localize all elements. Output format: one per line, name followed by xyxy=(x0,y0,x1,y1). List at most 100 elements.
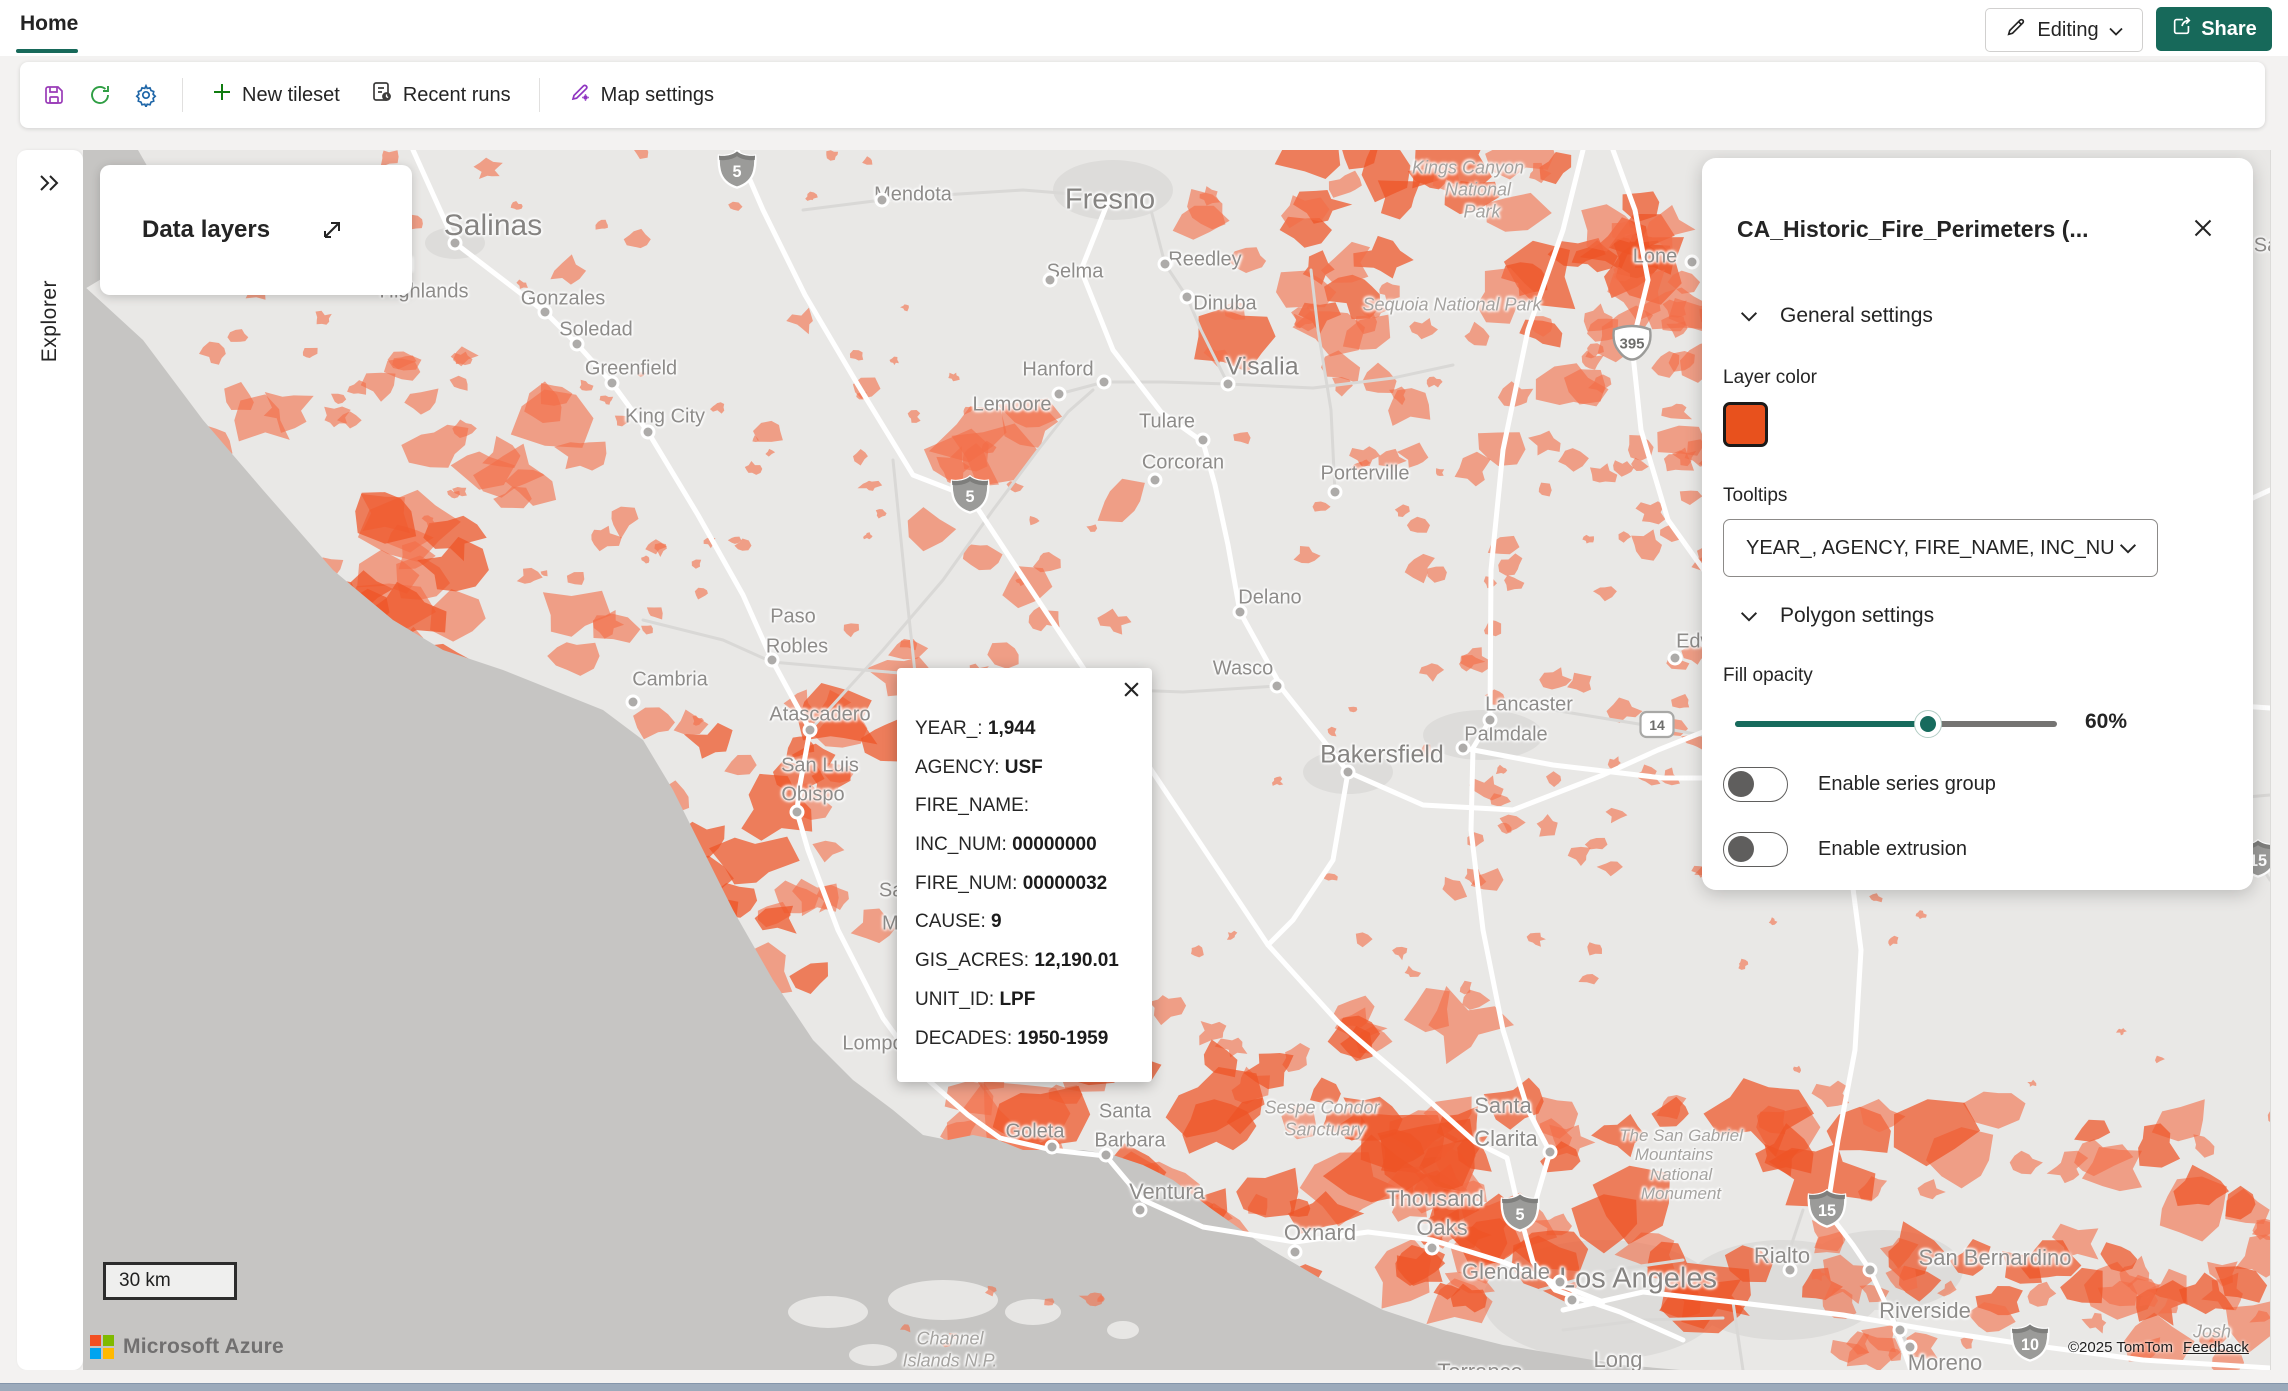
expand-panel-icon[interactable] xyxy=(37,172,63,199)
new-tileset-button[interactable]: New tileset xyxy=(199,73,352,117)
map-city-dot xyxy=(1545,1147,1555,1157)
map-city-dot xyxy=(1150,475,1160,485)
map-city-dot xyxy=(1101,1150,1111,1160)
editing-label: Editing xyxy=(2037,18,2099,41)
slider-fill xyxy=(1735,721,1929,727)
share-button[interactable]: Share xyxy=(2156,7,2272,51)
explorer-rail: Explorer xyxy=(17,150,83,1370)
chevron-down-icon xyxy=(2108,19,2123,42)
map-city-dot xyxy=(1272,681,1282,691)
map-city-dot xyxy=(1485,715,1495,725)
popup-field-row: AGENCY: USF xyxy=(915,756,1043,778)
fill-opacity-slider[interactable] xyxy=(1735,710,2057,738)
slider-thumb[interactable] xyxy=(1914,710,1943,738)
recent-runs-label: Recent runs xyxy=(402,83,511,106)
share-icon xyxy=(2171,15,2193,43)
map-city-dot xyxy=(1905,1342,1915,1352)
toggle-row-enable-series-group: Enable series group xyxy=(1723,767,1996,802)
popup-field-row: UNIT_ID: LPF xyxy=(915,988,1036,1010)
popup-field-row: FIRE_NAME: xyxy=(915,795,1030,817)
map-city-dot xyxy=(450,238,460,248)
map-city-dot xyxy=(1427,1243,1437,1253)
footer-strip xyxy=(0,1370,2288,1383)
map-city-dot xyxy=(1458,743,1468,753)
bottom-edge-bar xyxy=(0,1383,2288,1391)
tooltips-dropdown[interactable]: YEAR_, AGENCY, FIRE_NAME, INC_NU xyxy=(1723,519,2158,577)
map-city-dot xyxy=(1135,1205,1145,1215)
fill-opacity-label: Fill opacity xyxy=(1723,665,1813,686)
tab-home-underline xyxy=(16,49,78,53)
popup-close-icon[interactable] xyxy=(1123,681,1140,698)
layer-color-label: Layer color xyxy=(1723,367,1817,388)
recent-runs-icon xyxy=(370,80,394,110)
refresh-button[interactable] xyxy=(80,75,120,115)
map-city-dot xyxy=(1567,1295,1577,1305)
map-settings-label: Map settings xyxy=(600,83,715,106)
popup-field-row: INC_NUM: 00000000 xyxy=(915,834,1097,856)
microsoft-logo-icon xyxy=(90,1335,114,1359)
expand-diagonal-icon[interactable] xyxy=(320,218,344,242)
popup-field-row: FIRE_NUM: 00000032 xyxy=(915,872,1108,894)
map-city-dot xyxy=(1045,275,1055,285)
scale-label: 30 km xyxy=(119,1270,171,1291)
map-city-dot xyxy=(572,339,582,349)
toggle-row-enable-extrusion: Enable extrusion xyxy=(1723,832,1967,867)
toolbar: New tileset Recent runs Map setti xyxy=(20,62,2265,128)
azure-logo: Microsoft Azure xyxy=(90,1335,284,1359)
map-city-dot xyxy=(1670,653,1680,663)
tab-home[interactable]: Home xyxy=(20,12,79,35)
azure-logo-label: Microsoft Azure xyxy=(123,1335,284,1358)
map-city-dot xyxy=(805,725,815,735)
feature-popup: YEAR_: 1,944 AGENCY: USF FIRE_NAME: INC_NU… xyxy=(897,668,1152,1082)
section-general-settings[interactable]: General settings xyxy=(1740,304,1933,328)
map-scale-bar: 30 km xyxy=(103,1262,237,1300)
toggle-label: Enable extrusion xyxy=(1818,838,1967,860)
panel-close-icon[interactable] xyxy=(2193,218,2213,238)
map-city-dot xyxy=(1054,389,1064,399)
map-city-dot xyxy=(1785,1265,1795,1275)
map-canvas[interactable]: SalinasnelHighlandsGonzalesSoledadGreenf… xyxy=(83,150,2271,1370)
map-city-dot xyxy=(1865,1265,1875,1275)
layer-color-swatch[interactable] xyxy=(1723,402,1768,447)
map-settings-icon xyxy=(568,80,592,110)
map-city-dot xyxy=(540,307,550,317)
toggle-switch[interactable] xyxy=(1723,832,1788,867)
settings-gear-button[interactable] xyxy=(126,75,166,115)
map-city-dot xyxy=(1895,1325,1905,1335)
toggle-switch[interactable] xyxy=(1723,767,1788,802)
toolbar-divider xyxy=(182,78,183,112)
plus-icon xyxy=(211,81,233,109)
map-city-dot xyxy=(792,807,802,817)
copyright-label: ©2025 TomTom xyxy=(2068,1339,2173,1356)
fill-opacity-value: 60% xyxy=(2085,710,2128,733)
map-city-dot xyxy=(1290,1247,1300,1257)
pencil-icon xyxy=(2005,16,2027,44)
map-settings-button[interactable]: Map settings xyxy=(556,73,726,117)
chevron-down-icon xyxy=(1740,611,1758,622)
tooltips-label: Tooltips xyxy=(1723,485,1788,506)
map-city-dot xyxy=(1047,1142,1057,1152)
popup-field-row: GIS_ACRES: 12,190.01 xyxy=(915,950,1119,972)
polygon-settings-label: Polygon settings xyxy=(1780,604,1935,627)
map-city-dot xyxy=(767,655,777,665)
editing-mode-dropdown[interactable]: Editing xyxy=(1985,8,2143,52)
popup-field-row: CAUSE: 9 xyxy=(915,911,1002,933)
map-city-dot xyxy=(1235,607,1245,617)
map-city-dot xyxy=(607,378,617,388)
layer-settings-panel: CA_Historic_Fire_Perimeters (... General… xyxy=(1702,158,2253,890)
data-layers-title: Data layers xyxy=(142,216,271,243)
feedback-link[interactable]: Feedback xyxy=(2183,1339,2249,1356)
save-button[interactable] xyxy=(34,75,74,115)
layer-panel-title: CA_Historic_Fire_Perimeters (... xyxy=(1737,216,2089,242)
section-polygon-settings[interactable]: Polygon settings xyxy=(1740,604,1934,628)
map-city-dot xyxy=(628,697,638,707)
data-layers-card[interactable]: Data layers xyxy=(100,165,412,295)
general-settings-label: General settings xyxy=(1780,304,1933,327)
map-city-dot xyxy=(1343,767,1353,777)
map-city-dot xyxy=(1687,257,1697,267)
recent-runs-button[interactable]: Recent runs xyxy=(358,73,523,117)
map-city-dot xyxy=(1182,292,1192,302)
tooltips-value: YEAR_, AGENCY, FIRE_NAME, INC_NU xyxy=(1746,536,2115,559)
map-city-dot xyxy=(1330,487,1340,497)
app-header: Home Editing Share xyxy=(0,0,2288,56)
